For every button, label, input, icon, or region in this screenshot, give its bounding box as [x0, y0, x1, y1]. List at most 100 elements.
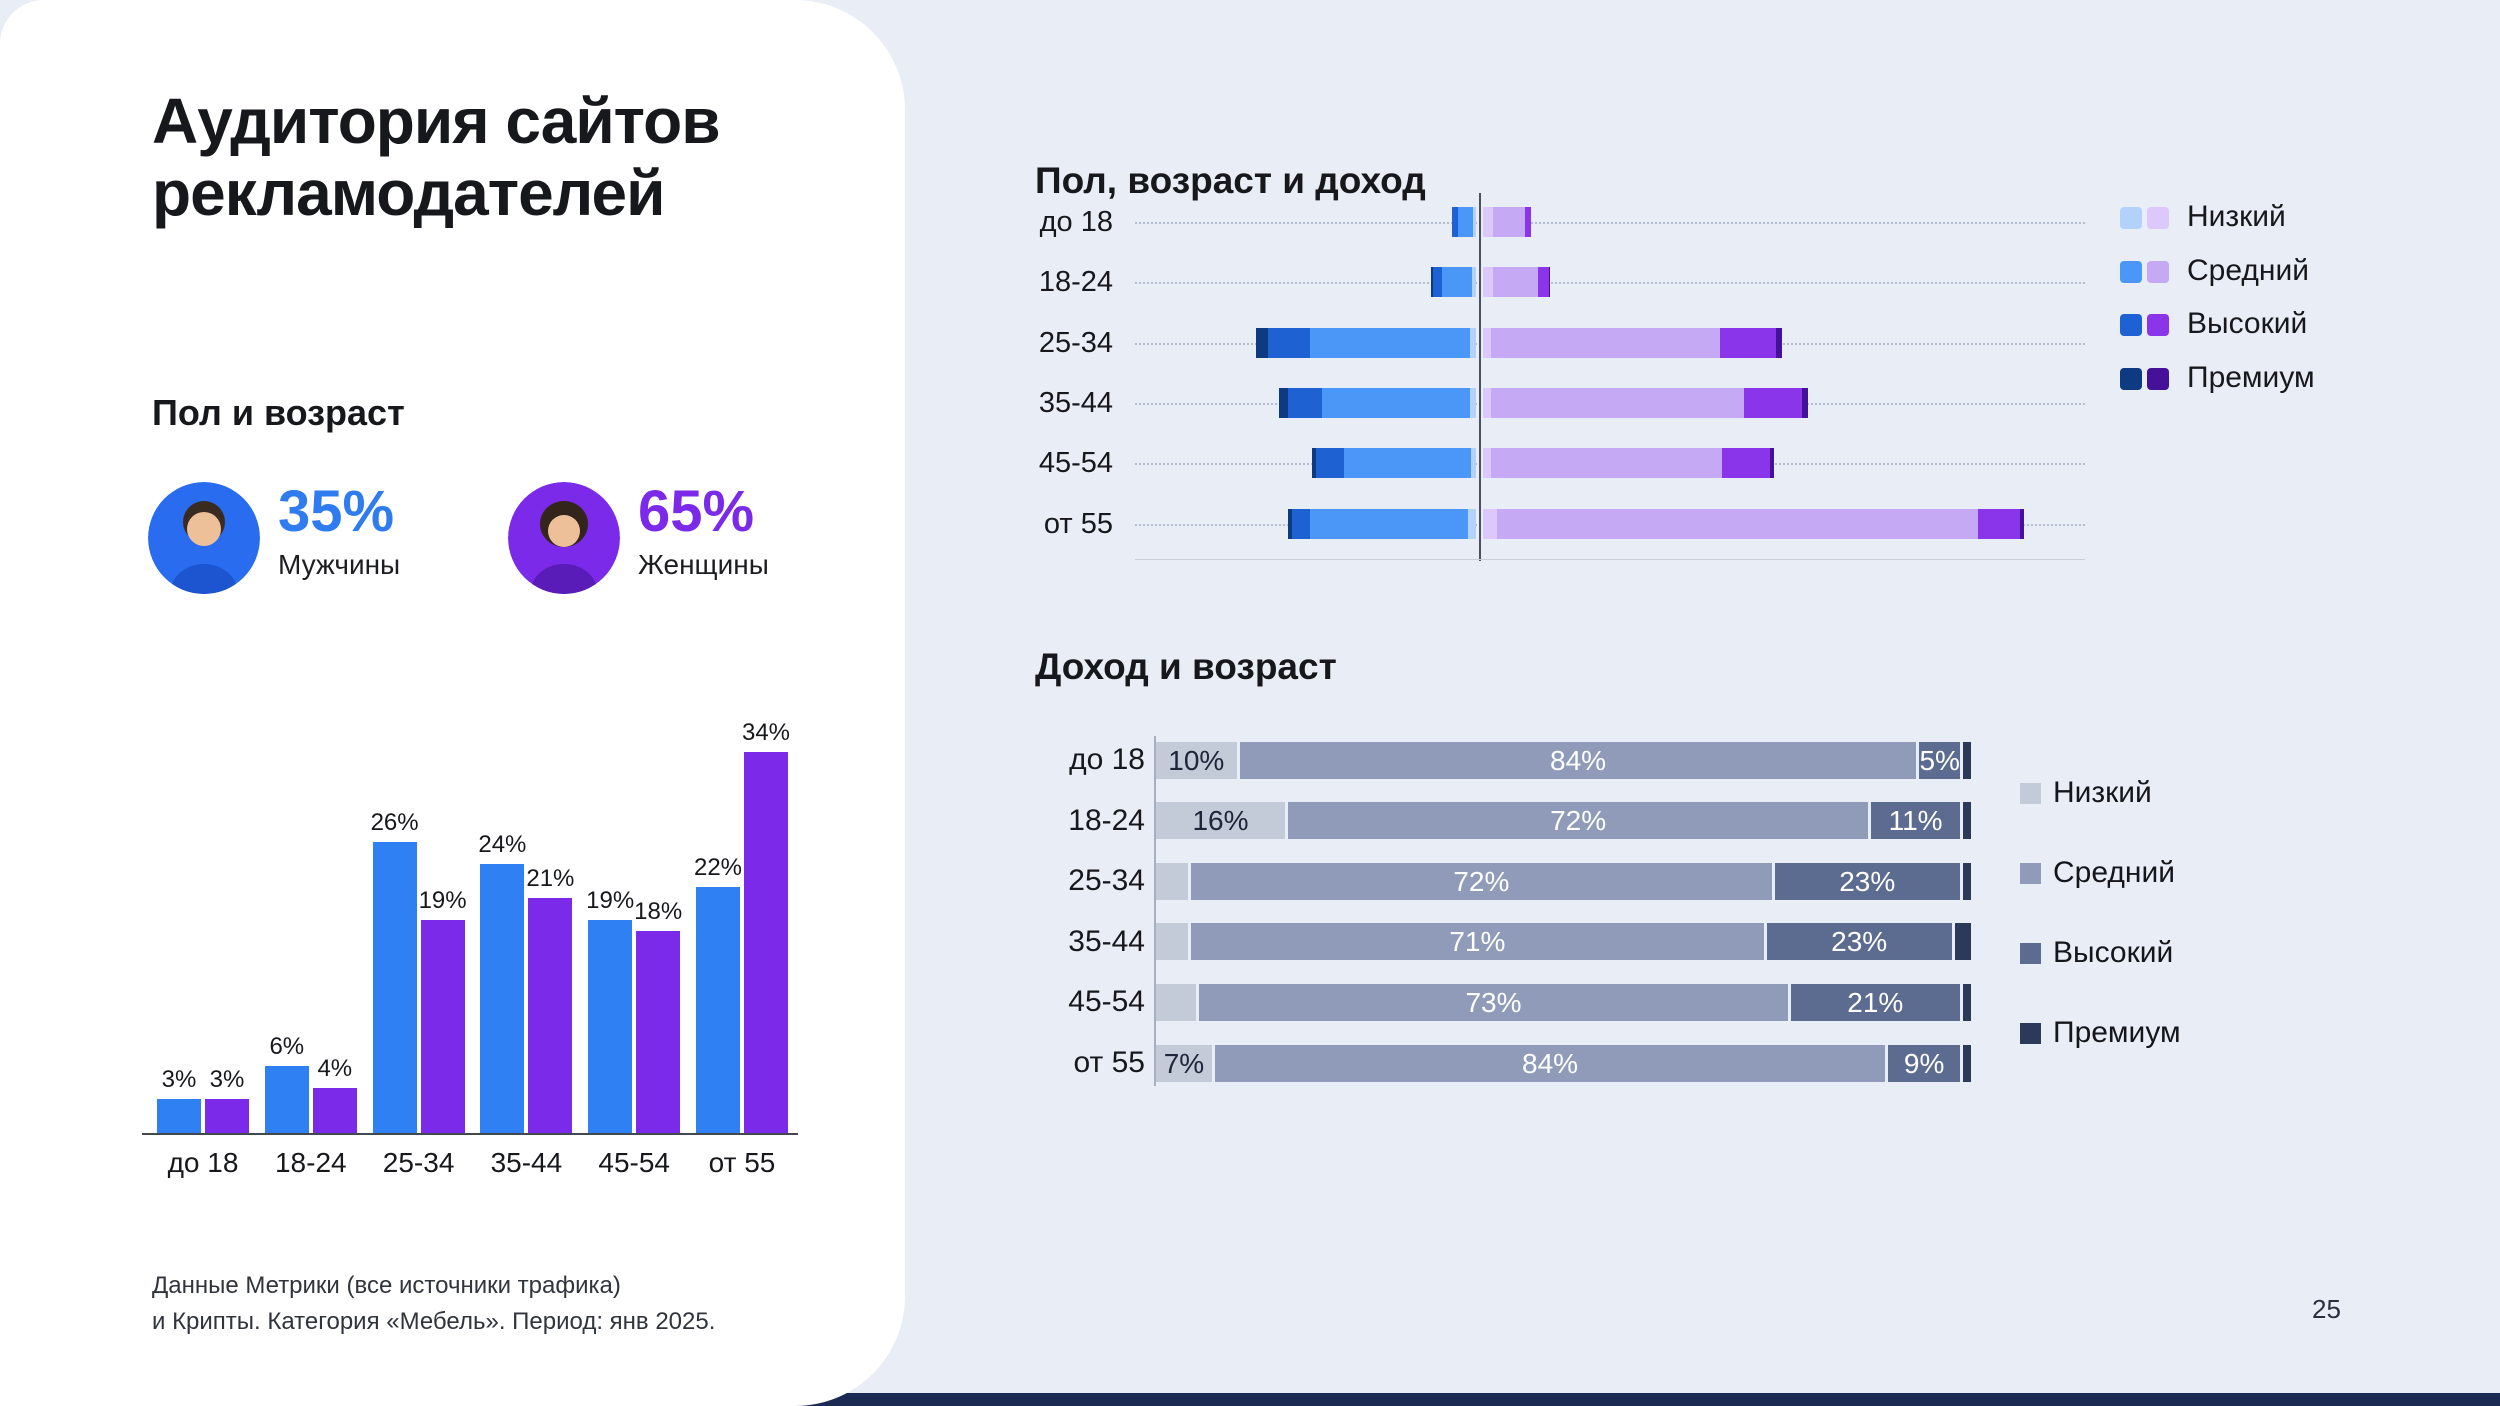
bar-men-4: [588, 920, 633, 1133]
legend-swatch-low: [2020, 783, 2041, 804]
bar-segment-female-high: [1525, 207, 1532, 237]
bar-segment-female-medium: [1497, 508, 1979, 539]
income-segment-high: 21%: [1790, 984, 1960, 1021]
income-segment-premium: [1962, 863, 1971, 900]
income-bar-row-2: 72% 23%: [1156, 863, 1971, 900]
bar-value-label: 34%: [741, 719, 791, 747]
bar-segment-male-high: [1315, 448, 1344, 479]
age-label: 25-34: [1068, 864, 1145, 898]
bar-women-2: [420, 920, 465, 1133]
gridline-dotted: [1135, 282, 2085, 285]
gender-age-bar-chart: 3% 3% до 18 6% 4% 18-24 26% 19% 25-34 24% 21% 35-44…: [142, 718, 808, 1188]
income-segment-premium: [1963, 1045, 1972, 1082]
category-label: 35-44: [490, 1147, 563, 1178]
bar-segment-male-medium: [1441, 267, 1473, 298]
bar-segment-female-medium: [1493, 267, 1538, 298]
income-segment-premium: [1962, 742, 1971, 779]
legend-label-medium: Средний: [2187, 253, 2309, 287]
men-percent: 35%: [278, 479, 395, 544]
category-label: 25-34: [382, 1147, 455, 1178]
income-segment-low: 16%: [1156, 802, 1285, 839]
income-bar-row-4: 73% 21%: [1156, 984, 1971, 1021]
gridline-dotted: [1135, 222, 2085, 224]
bar-men-5: [696, 886, 740, 1133]
income-segment-medium: 84%: [1214, 1045, 1886, 1082]
bar-segment-female-low: [1483, 207, 1494, 237]
page-number: 25: [2312, 1294, 2341, 1324]
bar-value-label: 4%: [317, 1055, 353, 1083]
bar-segment-female-low: [1483, 267, 1494, 298]
income-segment-low: 7%: [1156, 1045, 1212, 1082]
bar-segment-male-high: [1451, 207, 1458, 237]
butterfly-chart-title: Пол, возраст и доход: [1035, 160, 1426, 201]
income-segment-high: 5%: [1919, 742, 1960, 779]
bar-men-1: [264, 1065, 309, 1133]
bar-segment-female-high: [1743, 387, 1803, 418]
income-segment-high: 23%: [1766, 923, 1952, 960]
stat-men-text: 35% Мужчины: [278, 479, 400, 581]
income-segment-medium: 84%: [1239, 742, 1917, 779]
legend-female-swatch-medium: [2147, 260, 2169, 283]
bar-segment-female-premium: [1549, 267, 1551, 298]
bar-value-label: 19%: [418, 887, 467, 915]
bar-segment-female-medium: [1491, 448, 1722, 479]
bar-segment-male-high: [1267, 327, 1310, 358]
gender-stats: 35% Мужчины 65% Женщины: [148, 479, 868, 602]
income-bar-row-0: 10% 84% 5%: [1156, 742, 1971, 779]
bar-women-3: [528, 897, 573, 1133]
bar-segment-male-low: [1472, 207, 1476, 237]
legend-male-swatch-premium: [2120, 368, 2142, 391]
age-label: 35-44: [1038, 386, 1113, 419]
bar-segment-female-high: [1719, 327, 1776, 358]
income-age-chart: до 18 10% 84% 5% 18-24 16% 72% 11% 25-34 72% 23% 35…: [1035, 730, 2345, 1110]
legend-female-swatch-high: [2147, 314, 2169, 337]
stat-women: 65% Женщины: [508, 481, 848, 602]
category-label: до 18: [167, 1147, 239, 1178]
male-avatar: [148, 482, 260, 594]
bar-segment-female-low: [1483, 508, 1498, 539]
income-segment-low: [1156, 863, 1189, 900]
income-segment-premium: [1954, 923, 1971, 960]
women-label: Женщины: [638, 548, 769, 580]
legend-swatch-high: [2020, 943, 2041, 964]
income-segment-low: 10%: [1156, 742, 1237, 779]
legend-male-swatch-medium: [2120, 260, 2142, 283]
bar-men-3: [480, 864, 525, 1133]
income-segment-premium: [1962, 802, 1971, 839]
legend-label-high: Высокий: [2187, 307, 2308, 341]
bar-segment-female-high: [1978, 508, 2021, 539]
baseline-line: [1135, 559, 2085, 560]
bar-segment-male-low: [1470, 387, 1476, 418]
income-segment-medium: 73%: [1199, 984, 1788, 1021]
slide-title-line1: Аудитория сайтов: [152, 85, 721, 157]
bar-segment-male-high: [1291, 508, 1310, 539]
income-segment-low: [1156, 923, 1189, 960]
footnote: Данные Метрики (все источники трафика) и…: [152, 1268, 715, 1340]
age-label: до 18: [1069, 743, 1145, 776]
bar-segment-female-high: [1721, 448, 1770, 479]
legend-female-swatch-low: [2147, 207, 2169, 229]
gender-age-section-title: Пол и возраст: [152, 392, 405, 433]
legend-label-low: Низкий: [2053, 776, 2152, 809]
age-label: от 55: [1073, 1046, 1145, 1079]
footnote-line2: и Крипты. Категория «Мебель». Период: ян…: [152, 1308, 716, 1335]
bar-segment-female-low: [1483, 387, 1492, 418]
legend-swatch-medium: [2020, 863, 2041, 884]
female-avatar-image: [508, 482, 620, 594]
age-label: 35-44: [1068, 924, 1145, 958]
age-label: от 55: [1043, 507, 1113, 540]
bar-segment-male-medium: [1457, 207, 1473, 237]
bar-segment-male-premium: [1288, 508, 1292, 539]
bar-segment-female-premium: [1775, 327, 1782, 358]
bar-segment-male-low: [1470, 327, 1476, 358]
legend-female-swatch-premium: [2147, 368, 2169, 391]
age-label: 45-54: [1068, 985, 1145, 1019]
income-bar-row-1: 16% 72% 11%: [1156, 802, 1971, 839]
income-segment-premium: [1962, 984, 1971, 1021]
income-segment-medium: 72%: [1191, 863, 1772, 900]
legend-label-low: Низкий: [2187, 200, 2286, 233]
income-axis-line: [1154, 736, 1156, 1086]
age-label: 25-34: [1038, 326, 1113, 359]
bar-segment-male-low: [1467, 508, 1476, 539]
